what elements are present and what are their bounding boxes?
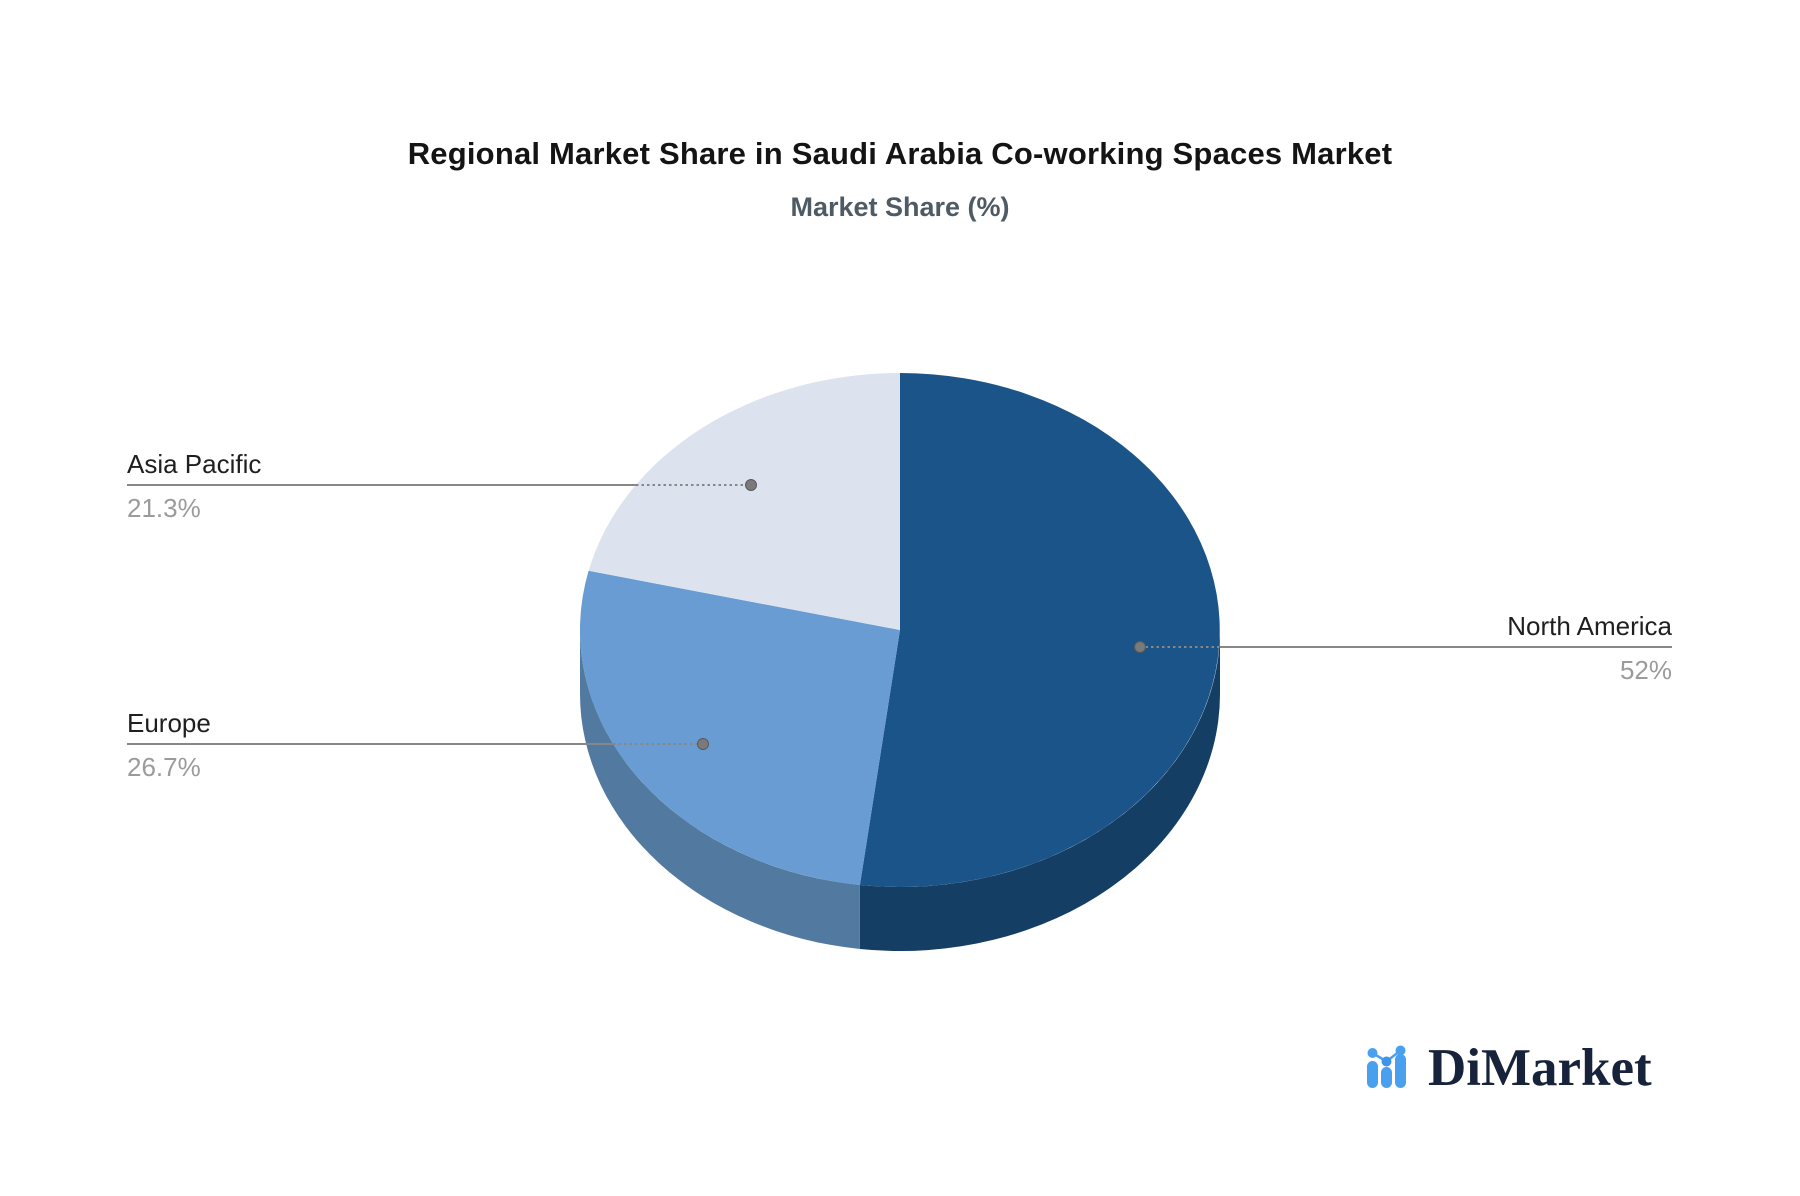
- callout-asia-pacific: Asia Pacific 21.3%: [127, 449, 261, 523]
- callout-europe: Europe 26.7%: [127, 708, 211, 782]
- slice-label: North America: [1507, 611, 1672, 641]
- pie-slice-north-america: [859, 373, 1220, 887]
- slice-label: Asia Pacific: [127, 449, 262, 479]
- logo-text: DiMarket: [1428, 1039, 1652, 1097]
- dimarket-logo: DiMarket: [1360, 1036, 1652, 1100]
- slice-value: 21.3%: [127, 493, 201, 523]
- callout-north-america: North America 52%: [1507, 611, 1672, 685]
- leader-dot-north-america: [1134, 641, 1146, 653]
- pie-slice-asia-pacific: [588, 372, 900, 630]
- pie-slice-europe: [579, 570, 900, 885]
- chart-title: Regional Market Share in Saudi Arabia Co…: [407, 136, 1393, 171]
- pie-slice-side-north-america: [859, 630, 1220, 952]
- leader-dot-asia-pacific: [745, 479, 757, 491]
- slice-value: 26.7%: [127, 752, 201, 782]
- slice-label: Europe: [127, 708, 211, 738]
- leader-dot-europe: [697, 738, 709, 750]
- pie-slice-side-europe: [580, 630, 860, 949]
- slice-value: 52%: [1619, 655, 1672, 685]
- chart-subtitle: Market Share (%): [790, 192, 1010, 222]
- bar-line-chart-icon: [1367, 1045, 1406, 1088]
